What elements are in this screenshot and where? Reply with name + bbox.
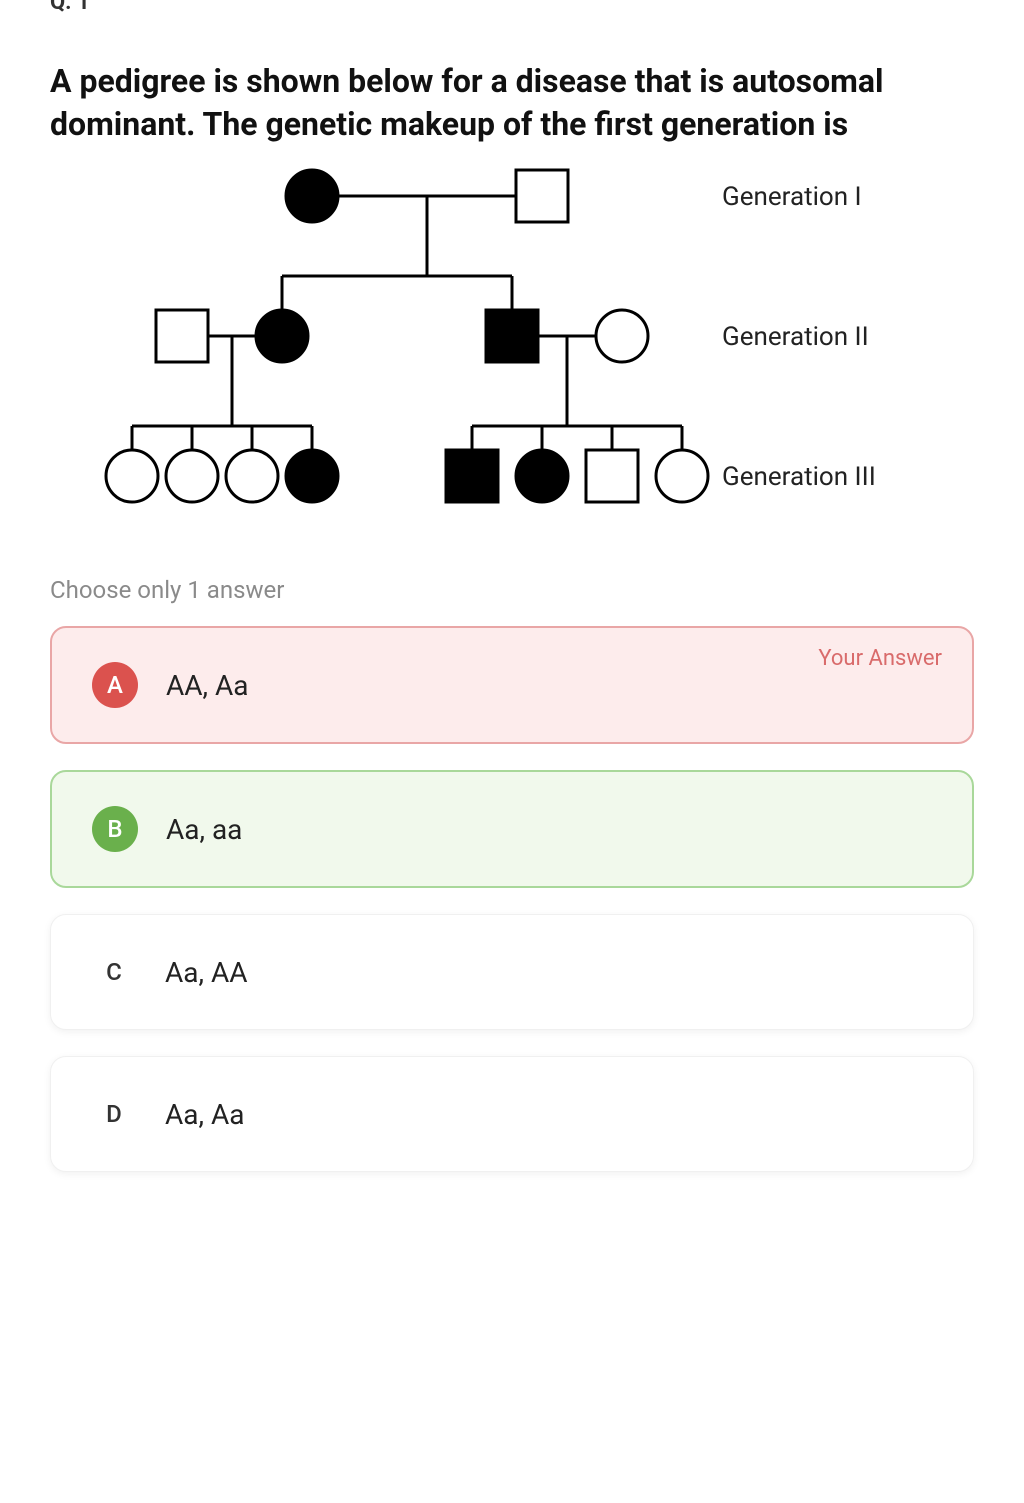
choose-instruction: Choose only 1 answer xyxy=(50,576,974,604)
option-a[interactable]: Your Answer A AA, Aa xyxy=(50,626,974,744)
option-d-letter: D xyxy=(91,1091,137,1137)
option-a-letter: A xyxy=(92,662,138,708)
your-answer-badge: Your Answer xyxy=(818,646,942,671)
question-number: Q. 1 xyxy=(50,0,90,15)
generation-3-label: Generation III xyxy=(722,462,876,492)
option-c-text: Aa, AA xyxy=(165,956,247,989)
option-b-text: Aa, aa xyxy=(166,813,242,846)
option-d[interactable]: D Aa, Aa xyxy=(50,1056,974,1172)
option-a-text: AA, Aa xyxy=(166,669,248,702)
option-d-text: Aa, Aa xyxy=(165,1098,244,1131)
question-text: A pedigree is shown below for a disease … xyxy=(50,60,974,146)
generation-2-label: Generation II xyxy=(722,322,869,352)
option-b-letter: B xyxy=(92,806,138,852)
pedigree-diagram: Generation I Generation II Generation II… xyxy=(82,156,942,536)
generation-1-label: Generation I xyxy=(722,182,862,212)
option-c-letter: C xyxy=(91,949,137,995)
question-card: Q. 1 A pedigree is shown below for a dis… xyxy=(0,0,1024,1238)
option-c[interactable]: C Aa, AA xyxy=(50,914,974,1030)
option-b[interactable]: B Aa, aa xyxy=(50,770,974,888)
